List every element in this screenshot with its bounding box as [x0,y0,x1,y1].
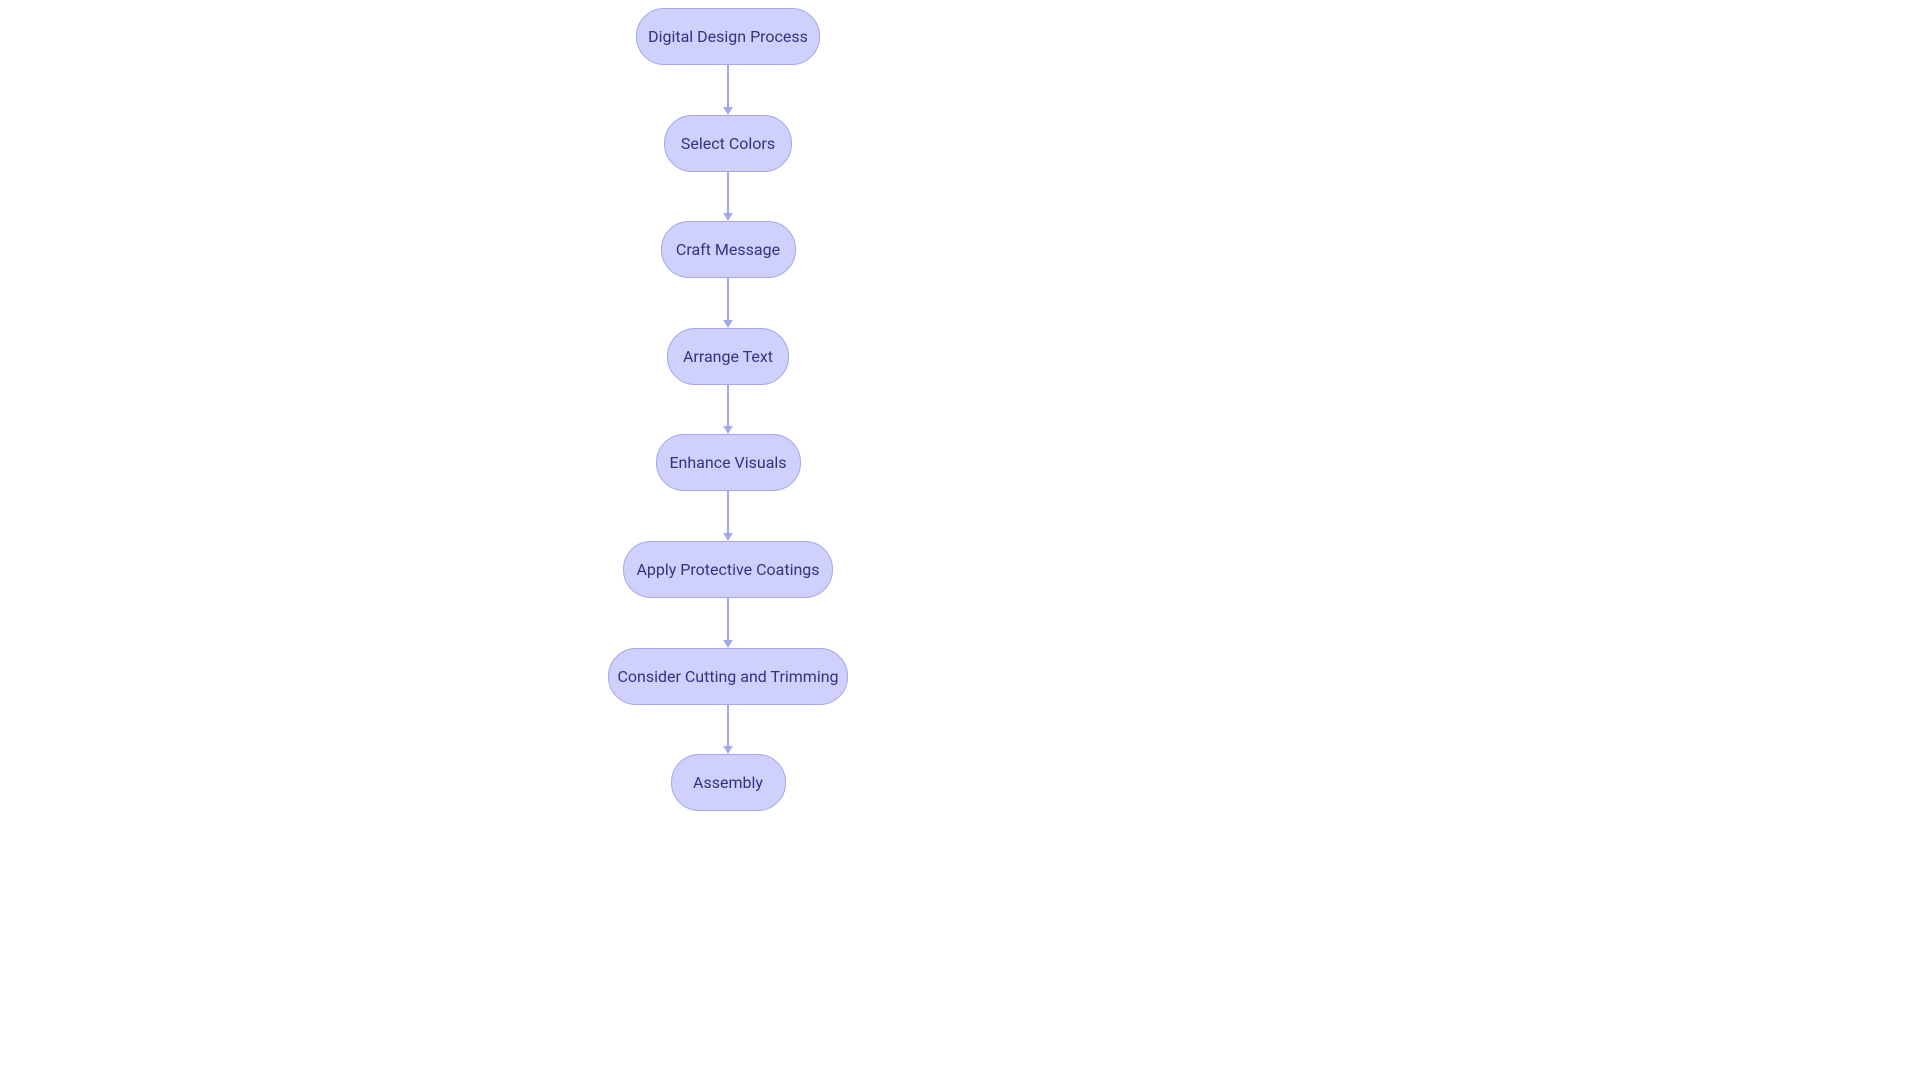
flowchart-node: Select Colors [664,115,792,172]
flowchart-node-label: Enhance Visuals [669,453,786,472]
flowchart-edge [718,172,738,221]
flowchart-node: Arrange Text [667,328,789,385]
flowchart-node: Consider Cutting and Trimming [608,648,848,705]
flowchart-edge [718,598,738,648]
flowchart-edge [718,705,738,754]
flowchart-canvas: Digital Design Process Select Colors Craft… [0,0,1920,1083]
flowchart-node: Digital Design Process [636,8,820,65]
flowchart-node-label: Craft Message [676,240,780,259]
flowchart-node: Craft Message [661,221,796,278]
flowchart-node-label: Assembly [693,773,763,792]
flowchart-edge [718,65,738,115]
flowchart-node: Apply Protective Coatings [623,541,833,598]
flowchart-node: Enhance Visuals [656,434,801,491]
flowchart-node-label: Consider Cutting and Trimming [617,667,838,686]
flowchart-node-label: Digital Design Process [648,27,808,46]
flowchart-node-label: Apply Protective Coatings [636,560,819,579]
flowchart-node-label: Select Colors [681,134,775,153]
flowchart-edge [718,385,738,434]
flowchart-edge [718,491,738,541]
flowchart-edge [718,278,738,328]
flowchart-node: Assembly [671,754,786,811]
flowchart-node-label: Arrange Text [683,347,773,366]
